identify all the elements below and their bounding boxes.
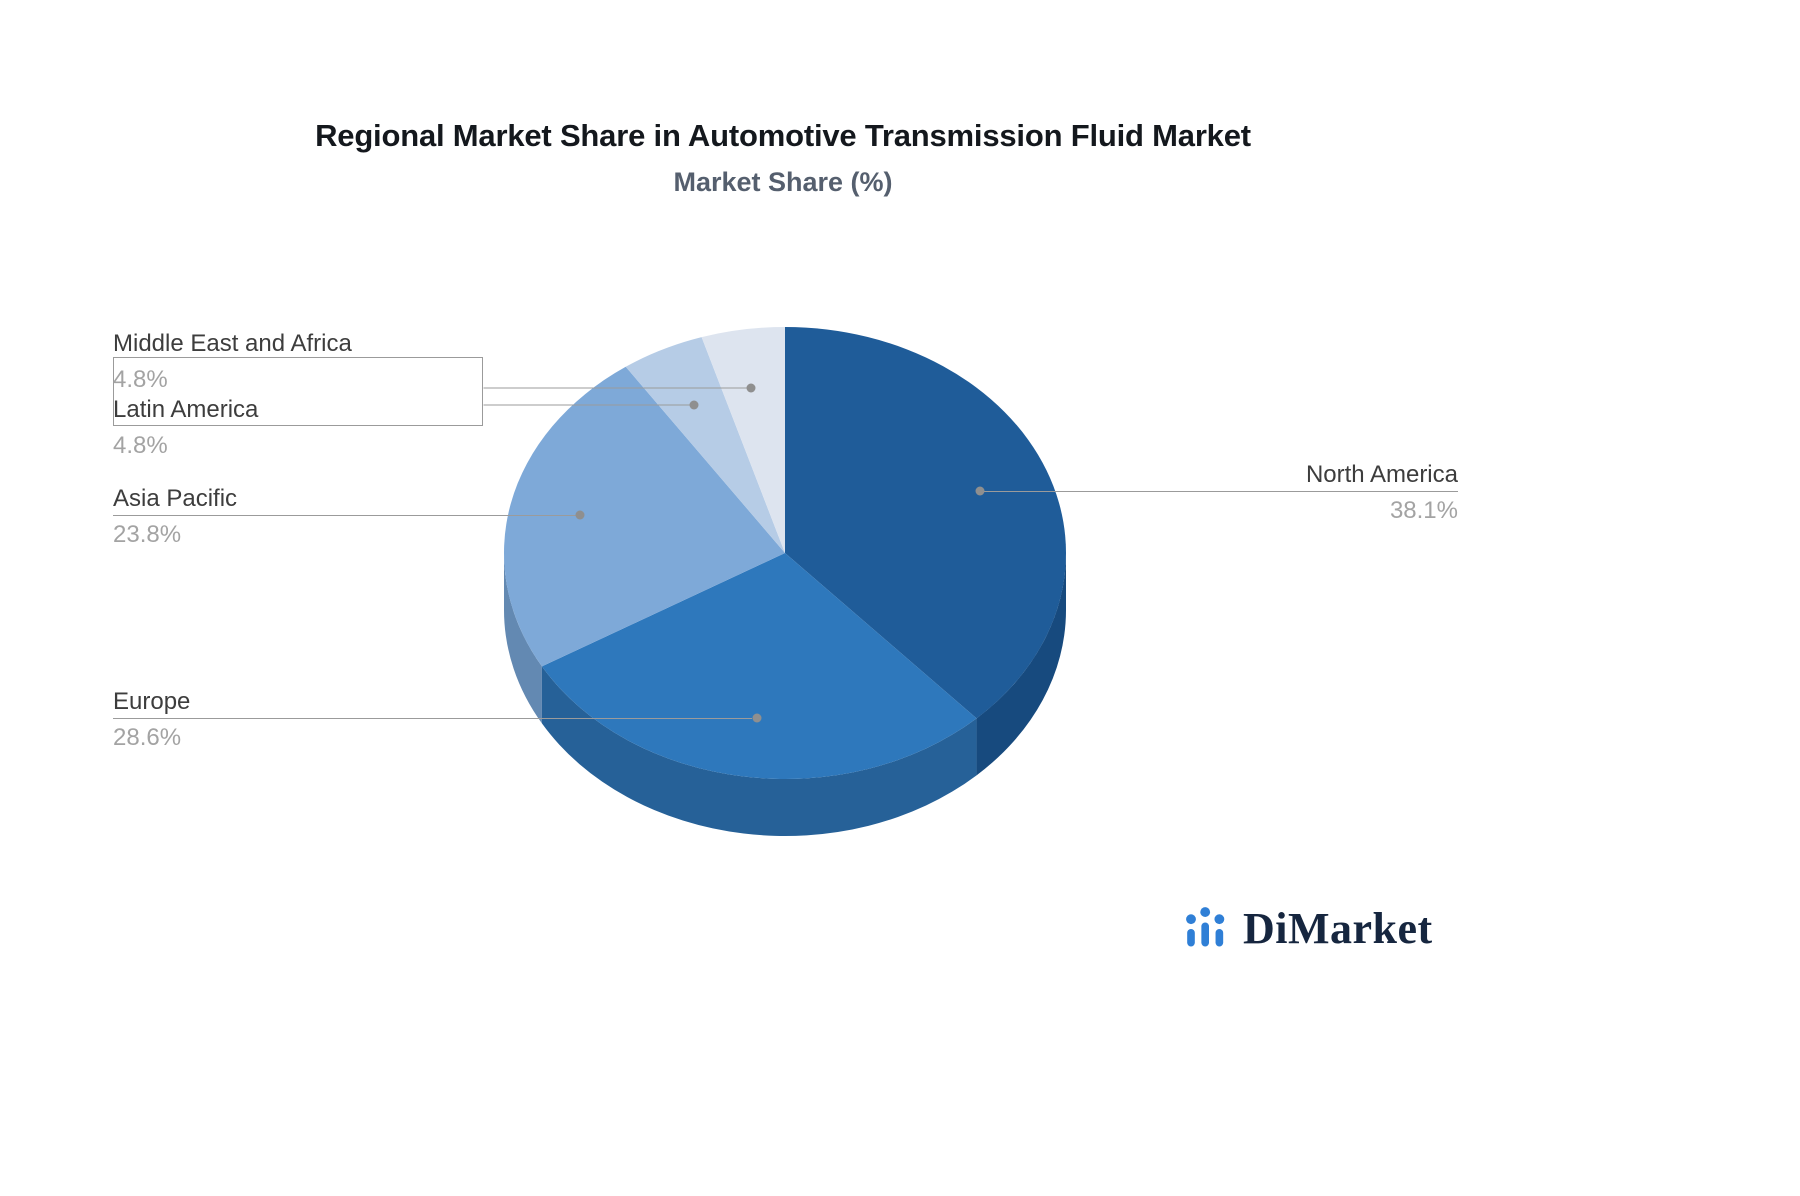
pie-slice-side-north-america <box>976 553 1066 776</box>
pie-slice-north-america <box>785 327 1067 719</box>
leader-lines <box>113 357 1458 719</box>
leader-dots <box>575 383 985 723</box>
pie-top-layer <box>503 327 1067 780</box>
bar-chart-logo-icon <box>1186 906 1225 946</box>
value-asia-pacific: 23.8% <box>113 521 182 548</box>
callout-box-top-labels <box>113 357 483 426</box>
pie-depth-layer <box>504 553 1066 837</box>
chart-title: Regional Market Share in Automotive Tran… <box>315 118 1251 153</box>
pie-slice-latin-america <box>625 337 785 553</box>
value-north-america: 38.1% <box>1389 497 1458 524</box>
leader-dot-asia-pacific <box>575 510 585 520</box>
leader-dot-north-america <box>975 486 985 496</box>
label-europe: Europe <box>113 688 191 715</box>
chart-subtitle: Market Share (%) <box>673 167 893 197</box>
value-middle-east-and-africa: 4.8% <box>113 366 168 393</box>
pie-slice-asia-pacific <box>503 366 785 667</box>
pie-slice-middle-east-and-africa <box>701 327 785 553</box>
dimarket-logo-text: DiMarket <box>1243 904 1433 953</box>
label-north-america: North America <box>1305 461 1458 488</box>
pie-slice-side-asia-pacific <box>504 553 542 724</box>
value-europe: 28.6% <box>113 724 182 751</box>
pie-slice-europe <box>541 553 977 780</box>
label-latin-america: Latin America <box>113 396 259 423</box>
brand-logo: DiMarket <box>1185 903 1433 954</box>
value-latin-america: 4.8% <box>113 432 168 459</box>
pie-slice-side-europe <box>541 666 977 837</box>
label-middle-east-and-africa: Middle East and Africa <box>113 330 352 357</box>
leader-dot-middle-east-and-africa <box>746 383 756 393</box>
leader-dot-latin-america <box>689 400 699 410</box>
label-asia-pacific: Asia Pacific <box>113 485 238 512</box>
leader-dot-europe <box>752 713 762 723</box>
